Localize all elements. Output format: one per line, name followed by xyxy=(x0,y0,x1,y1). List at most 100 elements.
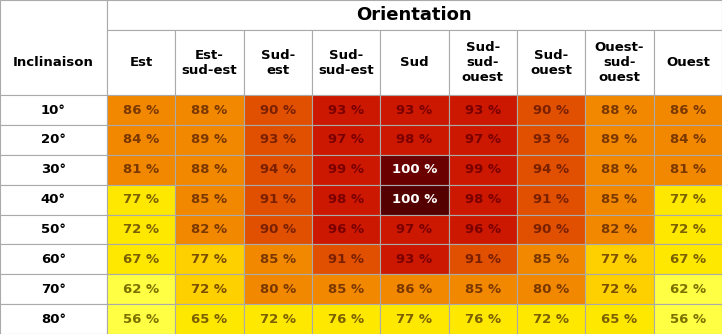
Bar xyxy=(653,244,722,274)
Bar xyxy=(175,244,243,274)
Text: 89 %: 89 % xyxy=(191,134,227,147)
Bar xyxy=(107,30,175,95)
Bar xyxy=(586,95,653,125)
Bar xyxy=(175,30,243,95)
Bar xyxy=(653,274,722,304)
Text: 85 %: 85 % xyxy=(191,193,227,206)
Bar xyxy=(175,304,243,334)
Bar xyxy=(175,125,243,155)
Bar xyxy=(517,155,586,185)
Text: 85 %: 85 % xyxy=(328,283,364,296)
Text: 88 %: 88 % xyxy=(601,163,638,176)
Bar xyxy=(517,304,586,334)
Bar xyxy=(175,155,243,185)
Text: 98 %: 98 % xyxy=(328,193,364,206)
Bar xyxy=(517,274,586,304)
Text: 90 %: 90 % xyxy=(260,104,296,117)
Bar xyxy=(107,0,722,30)
Bar xyxy=(448,304,517,334)
Text: 72 %: 72 % xyxy=(191,283,227,296)
Text: 80°: 80° xyxy=(41,313,66,326)
Bar xyxy=(312,95,380,125)
Bar xyxy=(0,214,107,244)
Bar xyxy=(0,125,107,155)
Bar xyxy=(586,214,653,244)
Text: 77 %: 77 % xyxy=(396,313,432,326)
Bar xyxy=(448,155,517,185)
Bar xyxy=(586,274,653,304)
Text: 93 %: 93 % xyxy=(260,134,296,147)
Text: 56 %: 56 % xyxy=(123,313,159,326)
Text: 86 %: 86 % xyxy=(123,104,159,117)
Bar xyxy=(0,185,107,214)
Text: 88 %: 88 % xyxy=(191,163,227,176)
Bar xyxy=(653,155,722,185)
Bar xyxy=(175,274,243,304)
Bar xyxy=(653,95,722,125)
Text: 72 %: 72 % xyxy=(601,283,638,296)
Text: 96 %: 96 % xyxy=(328,223,364,236)
Bar xyxy=(586,244,653,274)
Bar xyxy=(312,30,380,95)
Text: 70°: 70° xyxy=(41,283,66,296)
Bar xyxy=(380,274,448,304)
Text: 77 %: 77 % xyxy=(123,193,159,206)
Text: Ouest: Ouest xyxy=(666,56,710,69)
Bar xyxy=(586,304,653,334)
Text: 62 %: 62 % xyxy=(670,283,706,296)
Bar xyxy=(448,274,517,304)
Text: 89 %: 89 % xyxy=(601,134,638,147)
Text: 90 %: 90 % xyxy=(533,104,569,117)
Text: 85 %: 85 % xyxy=(601,193,638,206)
Bar xyxy=(243,274,312,304)
Bar xyxy=(243,125,312,155)
Bar xyxy=(0,0,107,95)
Text: 77 %: 77 % xyxy=(601,253,638,266)
Text: 50°: 50° xyxy=(41,223,66,236)
Bar xyxy=(517,125,586,155)
Text: 82 %: 82 % xyxy=(601,223,638,236)
Text: 67 %: 67 % xyxy=(670,253,706,266)
Text: 76 %: 76 % xyxy=(328,313,364,326)
Bar xyxy=(653,125,722,155)
Bar xyxy=(448,125,517,155)
Bar xyxy=(312,155,380,185)
Text: 56 %: 56 % xyxy=(670,313,706,326)
Bar xyxy=(448,30,517,95)
Bar xyxy=(243,185,312,214)
Text: Est: Est xyxy=(129,56,152,69)
Text: 80 %: 80 % xyxy=(260,283,296,296)
Text: 77 %: 77 % xyxy=(670,193,706,206)
Bar xyxy=(517,214,586,244)
Text: 76 %: 76 % xyxy=(465,313,501,326)
Bar xyxy=(586,125,653,155)
Bar xyxy=(380,214,448,244)
Text: 86 %: 86 % xyxy=(670,104,706,117)
Text: 82 %: 82 % xyxy=(191,223,227,236)
Bar xyxy=(107,244,175,274)
Text: 93 %: 93 % xyxy=(533,134,569,147)
Text: 90 %: 90 % xyxy=(533,223,569,236)
Text: 88 %: 88 % xyxy=(191,104,227,117)
Text: 91 %: 91 % xyxy=(465,253,501,266)
Bar xyxy=(243,95,312,125)
Text: 65 %: 65 % xyxy=(191,313,227,326)
Bar xyxy=(175,95,243,125)
Bar xyxy=(312,214,380,244)
Text: 10°: 10° xyxy=(41,104,66,117)
Text: 93 %: 93 % xyxy=(465,104,501,117)
Text: Inclinaison: Inclinaison xyxy=(13,56,94,69)
Text: 86 %: 86 % xyxy=(396,283,432,296)
Bar xyxy=(517,30,586,95)
Bar xyxy=(243,30,312,95)
Text: 62 %: 62 % xyxy=(123,283,159,296)
Bar xyxy=(107,185,175,214)
Bar xyxy=(586,30,653,95)
Text: 90 %: 90 % xyxy=(260,223,296,236)
Bar xyxy=(107,274,175,304)
Text: Sud-
sud-est: Sud- sud-est xyxy=(318,49,374,76)
Bar xyxy=(0,95,107,125)
Text: 93 %: 93 % xyxy=(396,104,432,117)
Text: 85 %: 85 % xyxy=(465,283,501,296)
Bar xyxy=(0,304,107,334)
